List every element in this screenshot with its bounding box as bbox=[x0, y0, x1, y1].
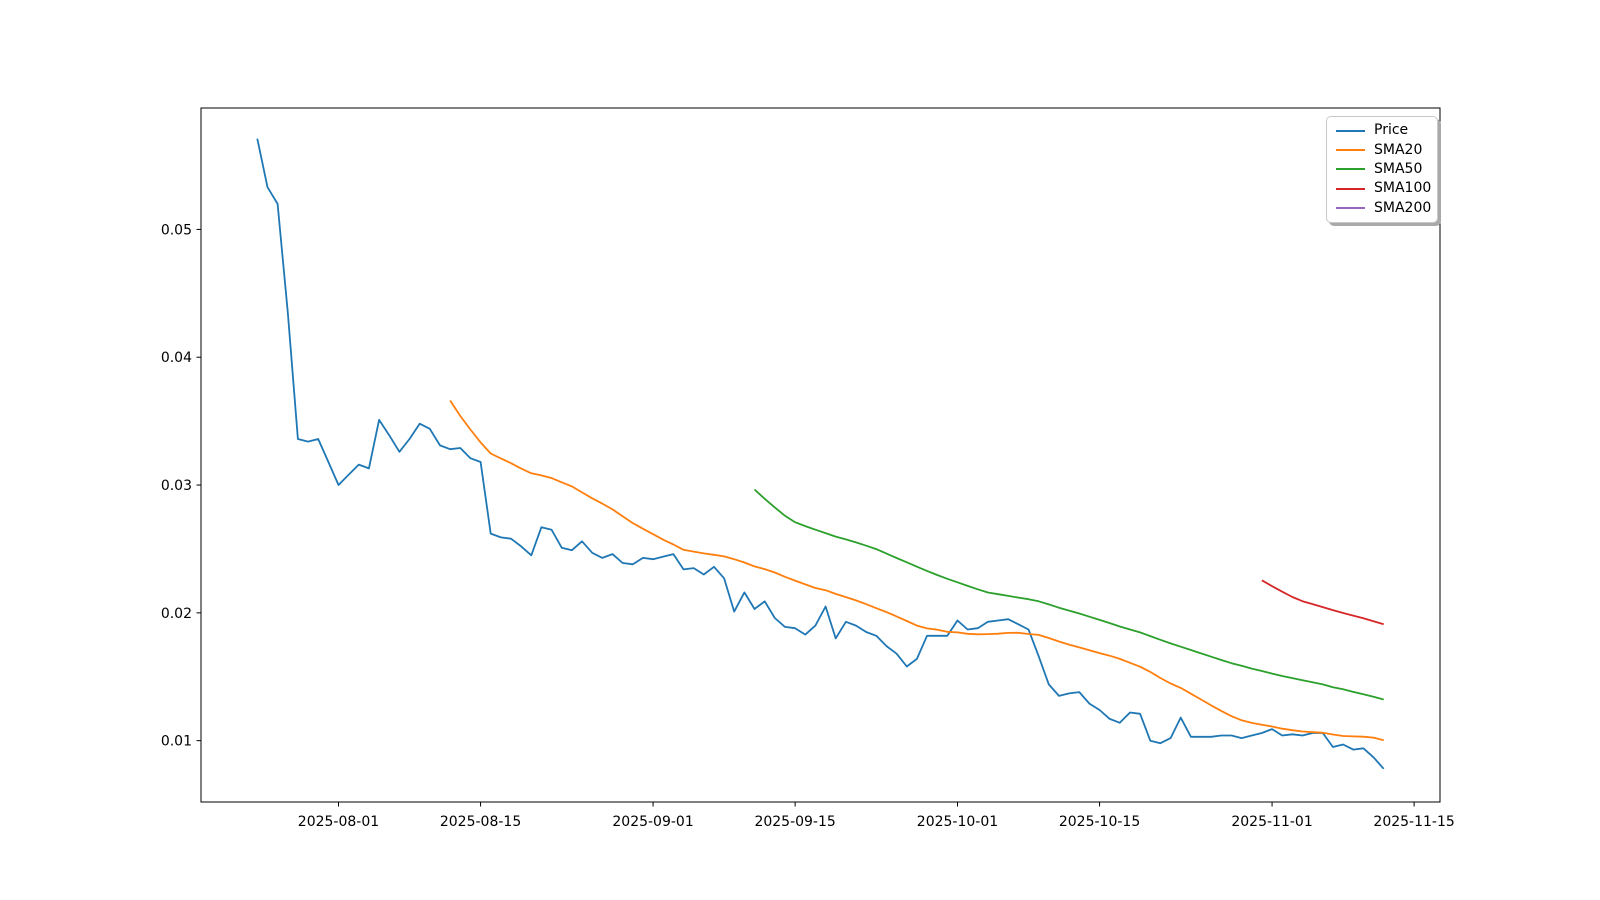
series-line-price bbox=[256, 138, 1385, 770]
x-tick-label: 2025-11-01 bbox=[1231, 814, 1312, 830]
legend-sample-line bbox=[1336, 207, 1365, 210]
x-tick-label: 2025-10-01 bbox=[917, 814, 998, 830]
legend-sample-line bbox=[1336, 149, 1365, 152]
x-tick-label: 2025-09-15 bbox=[754, 814, 835, 830]
y-tick-label: 0.03 bbox=[161, 478, 192, 494]
legend-sample-line bbox=[1336, 129, 1365, 132]
x-tick-label: 2025-10-15 bbox=[1059, 814, 1140, 830]
legend-label: SMA100 bbox=[1374, 180, 1432, 197]
series-line-sma100 bbox=[1261, 579, 1384, 626]
legend-entry-price: Price bbox=[1336, 121, 1431, 140]
axes-frame bbox=[200, 107, 1441, 803]
legend-label: SMA50 bbox=[1374, 160, 1423, 177]
legend-entry-sma100: SMA100 bbox=[1336, 179, 1431, 198]
legend-entry-sma200: SMA200 bbox=[1336, 199, 1431, 218]
legend-entry-sma20: SMA20 bbox=[1336, 141, 1431, 160]
legend-label: SMA200 bbox=[1374, 199, 1432, 216]
legend: Price SMA20 SMA50 SMA100 SMA200 bbox=[1326, 116, 1438, 223]
legend-label: Price bbox=[1374, 122, 1409, 139]
x-tick-label: 2025-09-01 bbox=[612, 814, 693, 830]
x-tick-label: 2025-11-15 bbox=[1373, 814, 1454, 830]
legend-entry-sma50: SMA50 bbox=[1336, 160, 1431, 179]
legend-sample-line bbox=[1336, 187, 1365, 190]
series-line-sma20 bbox=[449, 400, 1384, 742]
x-tick-label: 2025-08-01 bbox=[298, 814, 379, 830]
y-tick-label: 0.04 bbox=[161, 350, 192, 366]
series-line-sma50 bbox=[753, 488, 1384, 701]
legend-sample-line bbox=[1336, 168, 1365, 171]
legend-label: SMA20 bbox=[1374, 141, 1423, 158]
x-tick-label: 2025-08-15 bbox=[440, 814, 521, 830]
y-tick-label: 0.05 bbox=[161, 222, 192, 238]
y-tick-label: 0.01 bbox=[161, 734, 192, 750]
y-tick-label: 0.02 bbox=[161, 606, 192, 622]
